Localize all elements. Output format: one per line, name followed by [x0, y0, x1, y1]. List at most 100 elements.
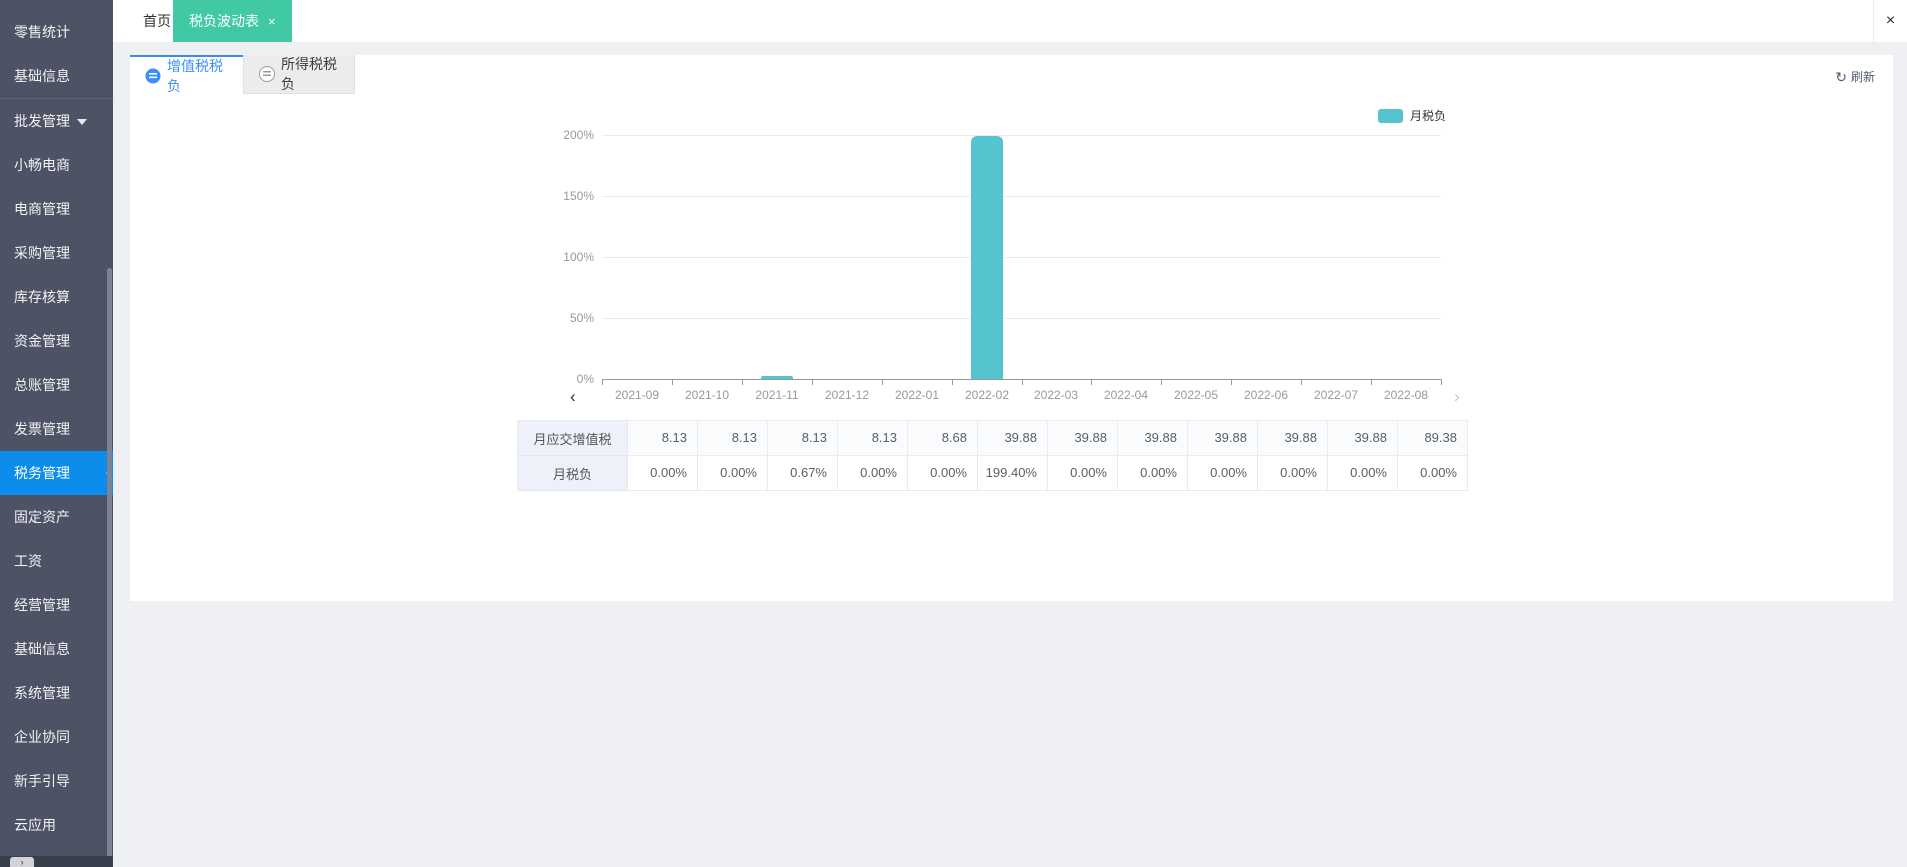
- panel-tab-label: 增值税税负: [167, 57, 223, 94]
- sidebar-item-label: 固定资产: [14, 509, 70, 525]
- chart-gridline: [602, 379, 1441, 380]
- table-cell: 8.13: [698, 421, 768, 456]
- x-axis-tick: [742, 379, 743, 385]
- tax-data-table: 月应交增值税 8.13 8.13 8.13 8.13 8.68 39.88 39.88 39.8…: [517, 420, 1468, 491]
- sidebar-item-label: 批发管理: [14, 113, 70, 129]
- bar-2022-02[interactable]: [971, 136, 1003, 379]
- table-cell: 39.88: [978, 421, 1048, 456]
- sidebar-footer: ›: [0, 856, 113, 867]
- table-cell: 0.00%: [1118, 456, 1188, 491]
- table-cell: 0.00%: [698, 456, 768, 491]
- sidebar-scrollbar[interactable]: [107, 268, 112, 858]
- x-axis-label: 2022-08: [1383, 388, 1429, 402]
- x-axis-label: 2022-02: [964, 388, 1010, 402]
- sidebar-item-ecommerce-mgmt[interactable]: 电商管理: [0, 187, 113, 231]
- legend-label: 月税负: [1410, 109, 1447, 123]
- sidebar: 零售统计 基础信息 批发管理 小畅电商 电商管理 采购管理 库存核算 资金管理 总账管理 发票管理…: [0, 0, 113, 867]
- sidebar-item-purchase-mgmt[interactable]: 采购管理: [0, 231, 113, 275]
- table-cell: 199.40%: [978, 456, 1048, 491]
- tab-vat-tax-burden[interactable]: 增值税税负: [130, 55, 243, 94]
- x-axis-tick: [602, 379, 603, 385]
- sidebar-item-general-ledger[interactable]: 总账管理: [0, 363, 113, 407]
- y-axis-label: 100%: [563, 250, 594, 264]
- chart-next-icon[interactable]: ›: [1454, 387, 1460, 406]
- chart-gridline: [602, 257, 1441, 258]
- sidebar-item-retail-stats[interactable]: 零售统计: [0, 10, 113, 54]
- x-axis-tick: [1161, 379, 1162, 385]
- table-row-label: 月税负: [518, 456, 628, 491]
- sidebar-item-label: 云应用: [14, 817, 56, 833]
- sidebar-item-label: 新手引导: [14, 773, 70, 789]
- refresh-icon: ↻: [1835, 68, 1847, 85]
- sidebar-item-funds-mgmt[interactable]: 资金管理: [0, 319, 113, 363]
- chart-prev-icon[interactable]: ‹: [570, 387, 576, 406]
- sidebar-item-label: 采购管理: [14, 245, 70, 261]
- x-axis-tick: [1022, 379, 1023, 385]
- sidebar-divider: [0, 98, 113, 99]
- sidebar-item-operation-mgmt[interactable]: 经营管理: [0, 583, 113, 627]
- panel-tab-label: 所得税税负: [281, 56, 337, 92]
- sidebar-item-label: 总账管理: [14, 377, 70, 393]
- refresh-label: 刷新: [1850, 70, 1875, 84]
- sidebar-item-label: 发票管理: [14, 421, 70, 437]
- bar-2021-11[interactable]: [761, 376, 793, 379]
- vat-report-icon: [145, 68, 161, 83]
- x-axis-label: 2022-06: [1243, 388, 1289, 402]
- table-cell: 8.13: [768, 421, 838, 456]
- legend-swatch: [1378, 108, 1403, 123]
- table-cell: 0.00%: [908, 456, 978, 491]
- x-axis-label: 2021-11: [755, 388, 799, 402]
- tab-close-icon[interactable]: ×: [268, 14, 276, 29]
- tab-home[interactable]: 首页: [143, 13, 171, 29]
- sidebar-item-enterprise-collab[interactable]: 企业协同: [0, 715, 113, 759]
- y-axis-label: 200%: [563, 128, 594, 142]
- x-axis-tick: [882, 379, 883, 385]
- sidebar-item-basic-info-top[interactable]: 基础信息: [0, 54, 113, 98]
- sidebar-item-invoice-mgmt[interactable]: 发票管理: [0, 407, 113, 451]
- tab-tax-fluctuation[interactable]: 税负波动表 ×: [173, 0, 292, 42]
- table-cell: 8.68: [908, 421, 978, 456]
- sidebar-item-xiaochang-ecommerce[interactable]: 小畅电商: [0, 143, 113, 187]
- sidebar-item-label: 税务管理: [14, 465, 70, 481]
- sidebar-item-basic-info[interactable]: 基础信息: [0, 627, 113, 671]
- sidebar-item-beginner-guide[interactable]: 新手引导: [0, 759, 113, 803]
- table-cell: 0.00%: [628, 456, 698, 491]
- chart-gridline: [602, 318, 1441, 319]
- table-cell: 39.88: [1258, 421, 1328, 456]
- close-icon[interactable]: ×: [1873, 0, 1907, 42]
- table-cell: 0.00%: [838, 456, 908, 491]
- x-axis-label: 2021-10: [684, 388, 730, 402]
- sidebar-item-tax-mgmt[interactable]: 税务管理: [0, 451, 113, 495]
- chevron-down-icon: [77, 119, 87, 126]
- refresh-button[interactable]: ↻ 刷新: [1835, 68, 1875, 85]
- table-row: 月应交增值税 8.13 8.13 8.13 8.13 8.68 39.88 39.88 39.8…: [518, 421, 1468, 456]
- chart-gridline: [602, 196, 1441, 197]
- table-cell: 0.00%: [1188, 456, 1258, 491]
- x-axis-tick: [1441, 379, 1442, 385]
- sidebar-item-system-mgmt[interactable]: 系统管理: [0, 671, 113, 715]
- x-axis-tick: [1091, 379, 1092, 385]
- sidebar-item-inventory-accounting[interactable]: 库存核算: [0, 275, 113, 319]
- table-cell: 0.00%: [1258, 456, 1328, 491]
- x-axis-label: 2022-04: [1103, 388, 1149, 402]
- sidebar-item-label: 基础信息: [14, 68, 70, 84]
- sidebar-item-label: 工资: [14, 553, 42, 569]
- table-cell: 39.88: [1118, 421, 1188, 456]
- sidebar-expand-button[interactable]: ›: [10, 857, 34, 867]
- table-cell: 0.67%: [768, 456, 838, 491]
- chart-legend[interactable]: 月税负: [1378, 107, 1446, 124]
- table-cell: 39.88: [1328, 421, 1398, 456]
- table-cell: 0.00%: [1328, 456, 1398, 491]
- x-axis-tick: [672, 379, 673, 385]
- sidebar-item-payroll[interactable]: 工资: [0, 539, 113, 583]
- window-tabbar: 首页 税负波动表 × ×: [113, 0, 1907, 43]
- sidebar-item-wholesale-mgmt[interactable]: 批发管理: [0, 99, 113, 143]
- sidebar-item-label: 小畅电商: [14, 157, 70, 173]
- chart-gridline: [602, 135, 1441, 136]
- x-axis-label: 2021-12: [824, 388, 870, 402]
- tab-income-tax-burden[interactable]: 所得税税负: [243, 55, 355, 94]
- x-axis-tick: [812, 379, 813, 385]
- table-cell: 8.13: [628, 421, 698, 456]
- sidebar-item-cloud-apps[interactable]: 云应用: [0, 803, 113, 847]
- sidebar-item-fixed-assets[interactable]: 固定资产: [0, 495, 113, 539]
